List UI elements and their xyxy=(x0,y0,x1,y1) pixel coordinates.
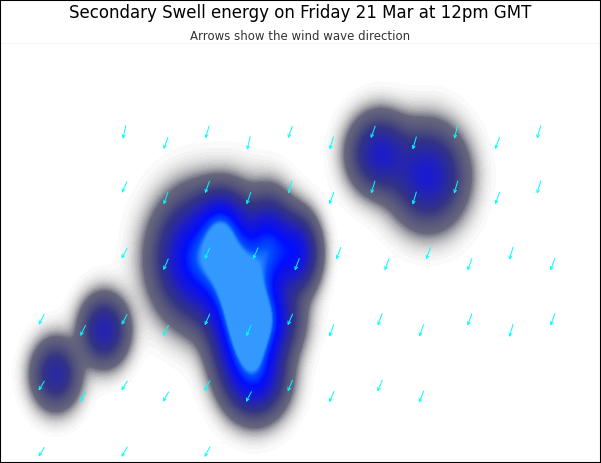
Text: Arrows show the wind wave direction: Arrows show the wind wave direction xyxy=(191,30,410,43)
Text: Secondary Swell energy on Friday 21 Mar at 12pm GMT: Secondary Swell energy on Friday 21 Mar … xyxy=(69,4,532,22)
